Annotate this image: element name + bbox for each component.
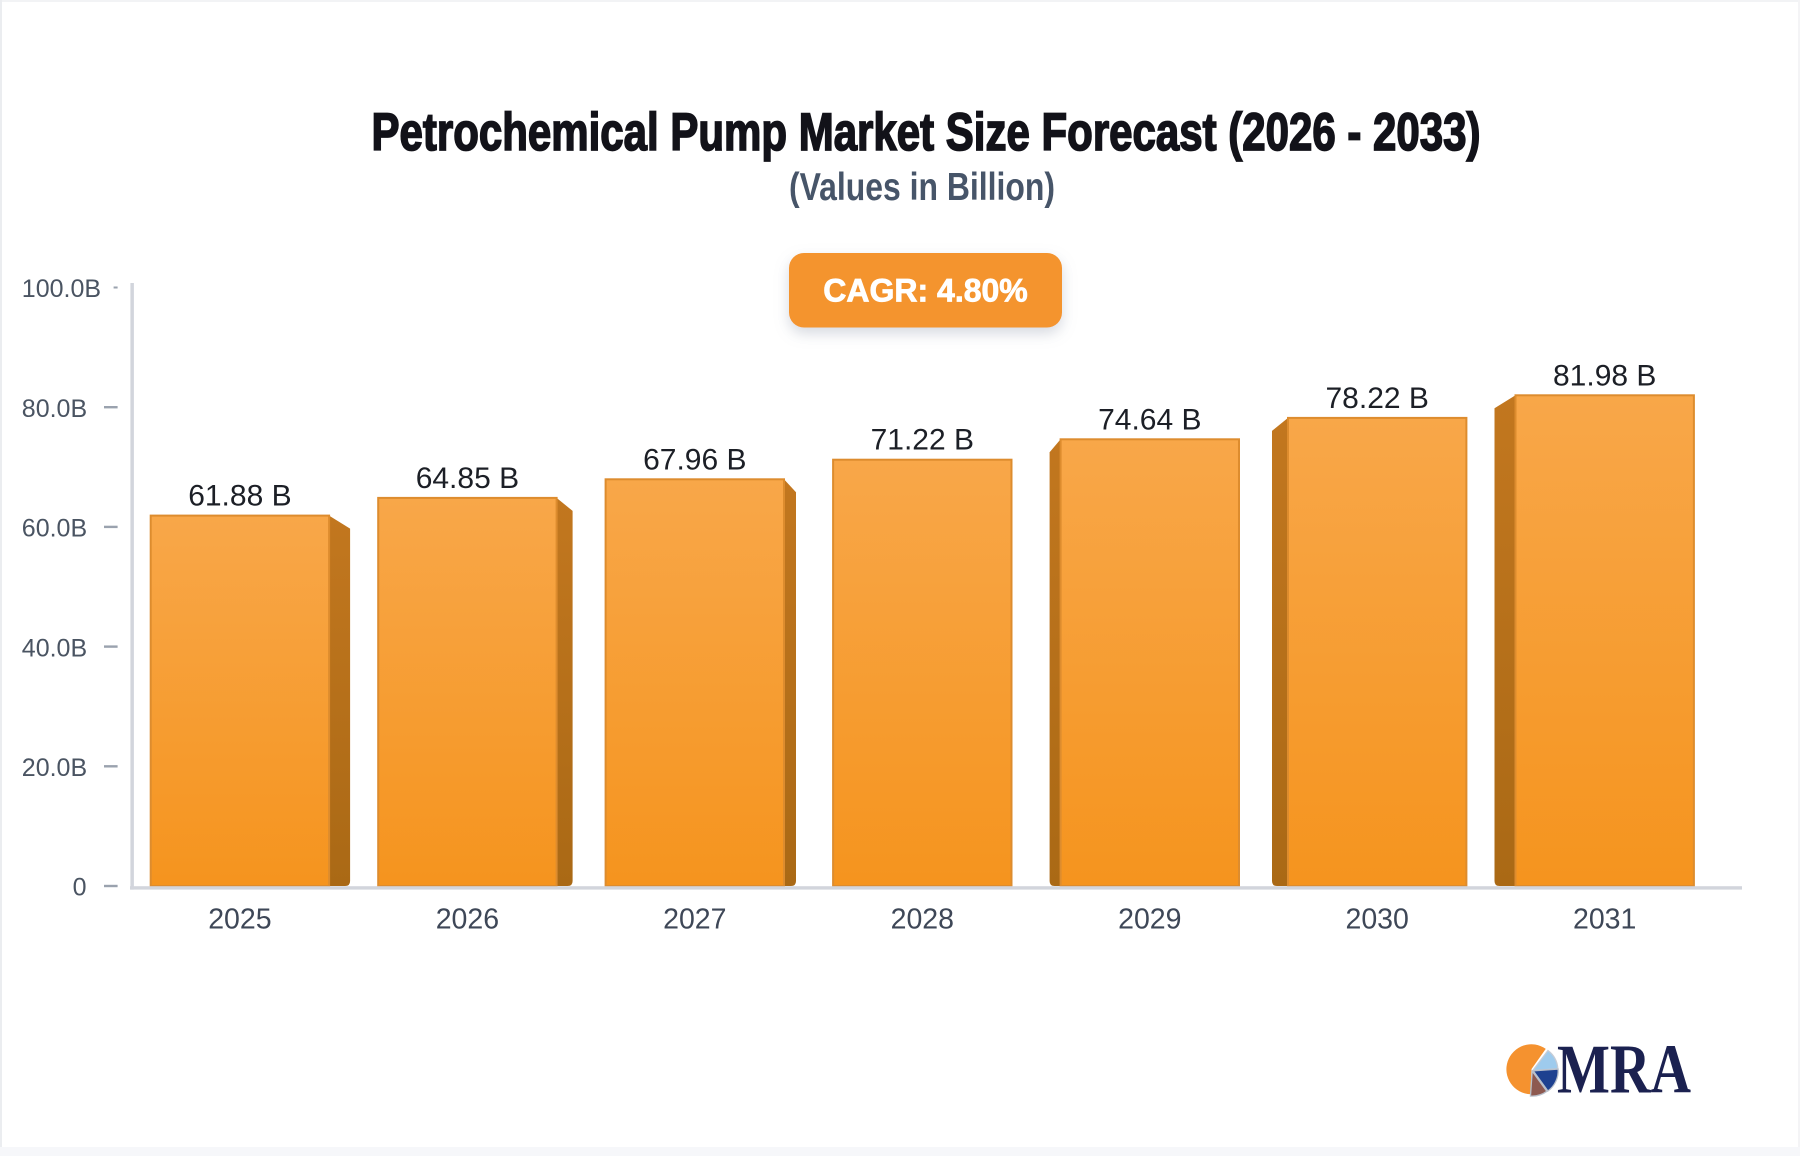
svg-text:2031: 2031 — [1573, 904, 1636, 936]
svg-text:CAGR: 4.80%: CAGR: 4.80% — [823, 273, 1028, 309]
svg-text:2027: 2027 — [663, 904, 726, 936]
svg-text:80.0B: 80.0B — [22, 395, 87, 423]
svg-text:71.22 B: 71.22 B — [871, 424, 974, 457]
svg-text:2030: 2030 — [1345, 904, 1408, 936]
svg-text:64.85 B: 64.85 B — [416, 462, 519, 495]
svg-text:2026: 2026 — [436, 904, 499, 936]
svg-text:2029: 2029 — [1118, 904, 1181, 936]
svg-text:67.96 B: 67.96 B — [643, 443, 746, 476]
svg-text:Petrochemical Pump Market Size: Petrochemical Pump Market Size Forecast … — [372, 103, 1481, 162]
svg-text:74.64 B: 74.64 B — [1098, 403, 1201, 436]
svg-text:60.0B: 60.0B — [22, 515, 87, 543]
svg-text:20.0B: 20.0B — [22, 754, 87, 782]
svg-text:2025: 2025 — [208, 904, 271, 936]
svg-text:2028: 2028 — [891, 904, 954, 936]
svg-text:0: 0 — [73, 874, 87, 902]
svg-text:MRA: MRA — [1557, 1032, 1691, 1109]
svg-text:(Values in Billion): (Values in Billion) — [789, 166, 1055, 209]
svg-text:40.0B: 40.0B — [22, 634, 87, 662]
svg-text:100.0B: 100.0B — [22, 275, 101, 303]
svg-text:78.22 B: 78.22 B — [1325, 382, 1428, 415]
svg-text:81.98 B: 81.98 B — [1553, 359, 1656, 392]
svg-text:61.88 B: 61.88 B — [188, 480, 291, 513]
